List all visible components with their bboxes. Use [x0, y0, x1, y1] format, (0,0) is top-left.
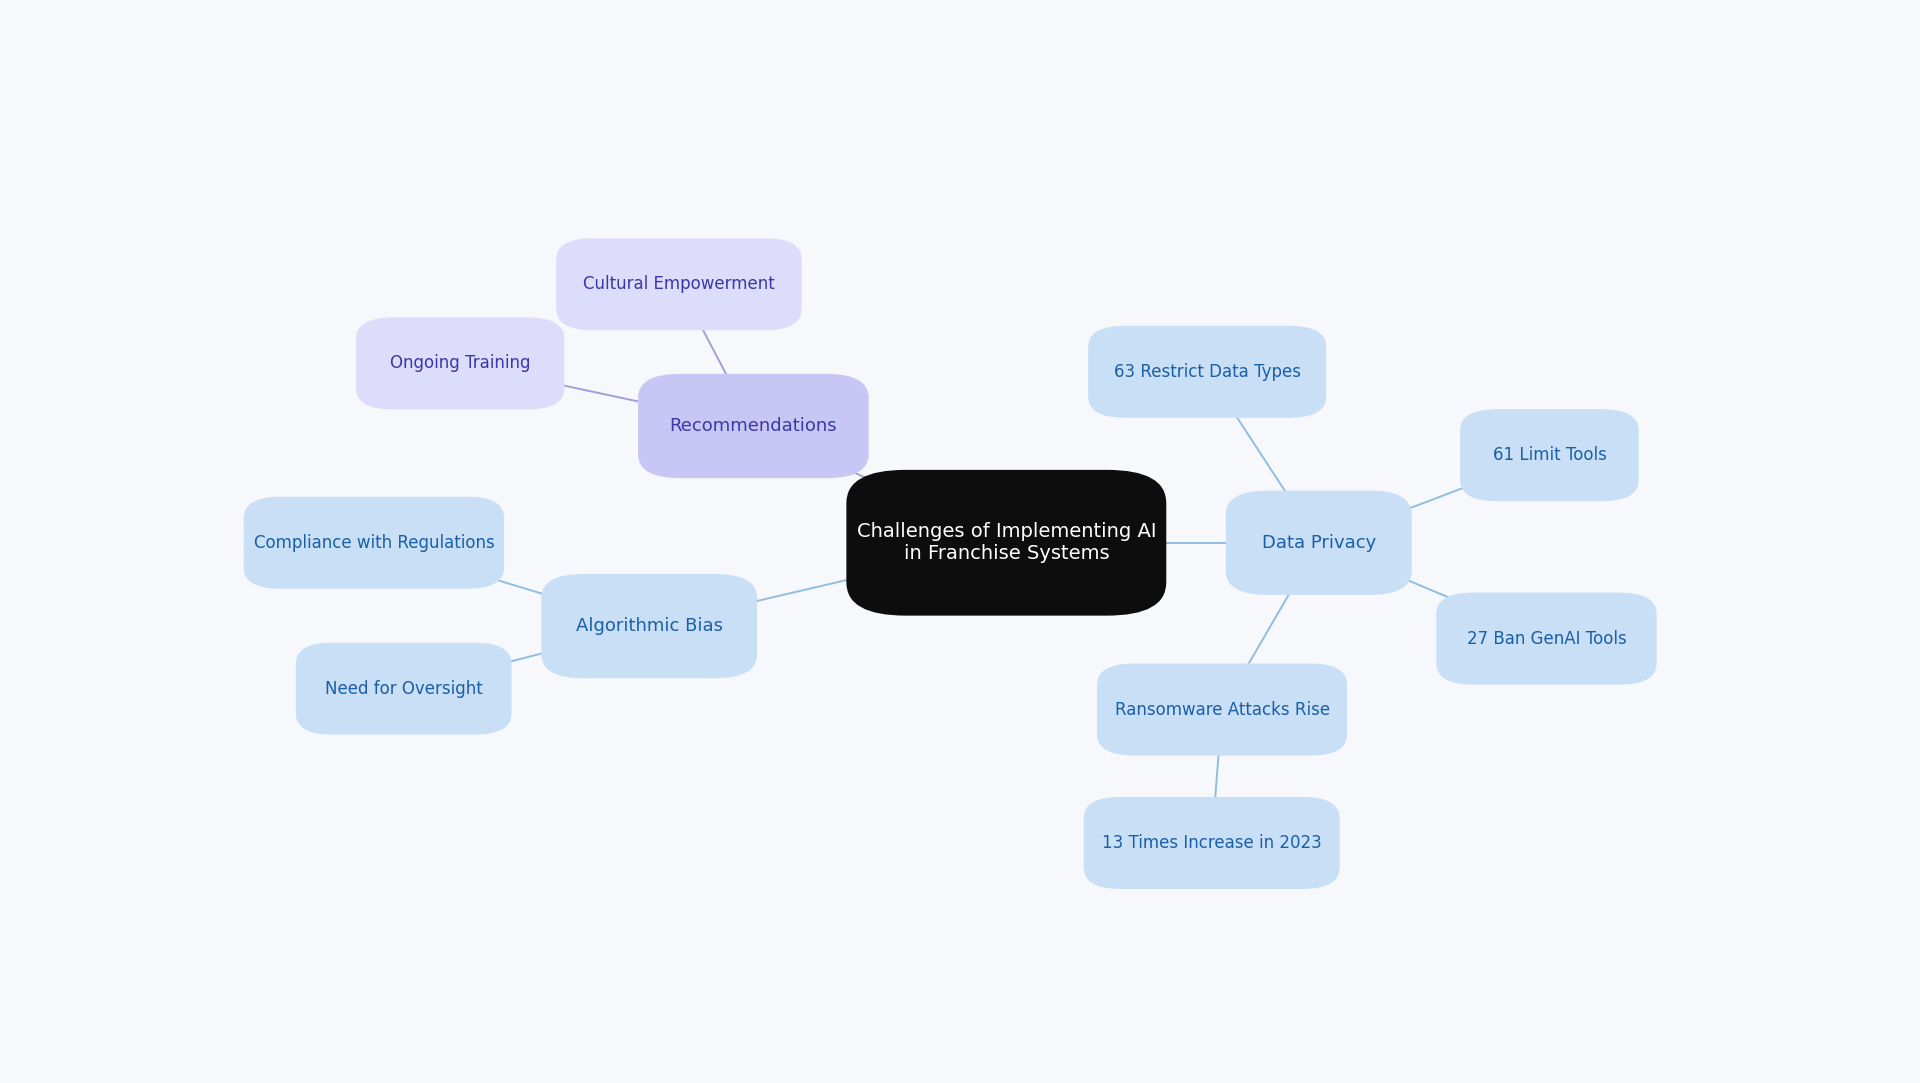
FancyBboxPatch shape — [244, 497, 505, 589]
FancyBboxPatch shape — [1096, 664, 1348, 756]
FancyBboxPatch shape — [296, 642, 511, 734]
FancyBboxPatch shape — [1083, 797, 1340, 889]
FancyBboxPatch shape — [1225, 491, 1411, 595]
Text: Ongoing Training: Ongoing Training — [390, 354, 530, 373]
FancyBboxPatch shape — [1461, 409, 1640, 501]
Text: 63 Restrict Data Types: 63 Restrict Data Types — [1114, 363, 1300, 381]
Text: 61 Limit Tools: 61 Limit Tools — [1492, 446, 1607, 465]
FancyBboxPatch shape — [1089, 326, 1327, 418]
Text: Recommendations: Recommendations — [670, 417, 837, 435]
Text: Ransomware Attacks Rise: Ransomware Attacks Rise — [1114, 701, 1331, 718]
Text: Challenges of Implementing AI
in Franchise Systems: Challenges of Implementing AI in Franchi… — [856, 522, 1156, 563]
FancyBboxPatch shape — [355, 317, 564, 409]
Text: 13 Times Increase in 2023: 13 Times Increase in 2023 — [1102, 834, 1321, 852]
FancyBboxPatch shape — [637, 374, 868, 479]
FancyBboxPatch shape — [557, 238, 803, 330]
Text: Need for Oversight: Need for Oversight — [324, 680, 482, 697]
FancyBboxPatch shape — [847, 470, 1165, 615]
Text: Data Privacy: Data Privacy — [1261, 534, 1377, 551]
Text: 27 Ban GenAI Tools: 27 Ban GenAI Tools — [1467, 629, 1626, 648]
Text: Compliance with Regulations: Compliance with Regulations — [253, 534, 493, 551]
FancyBboxPatch shape — [1436, 592, 1657, 684]
Text: Algorithmic Bias: Algorithmic Bias — [576, 617, 722, 635]
Text: Cultural Empowerment: Cultural Empowerment — [584, 275, 776, 293]
FancyBboxPatch shape — [541, 574, 756, 678]
